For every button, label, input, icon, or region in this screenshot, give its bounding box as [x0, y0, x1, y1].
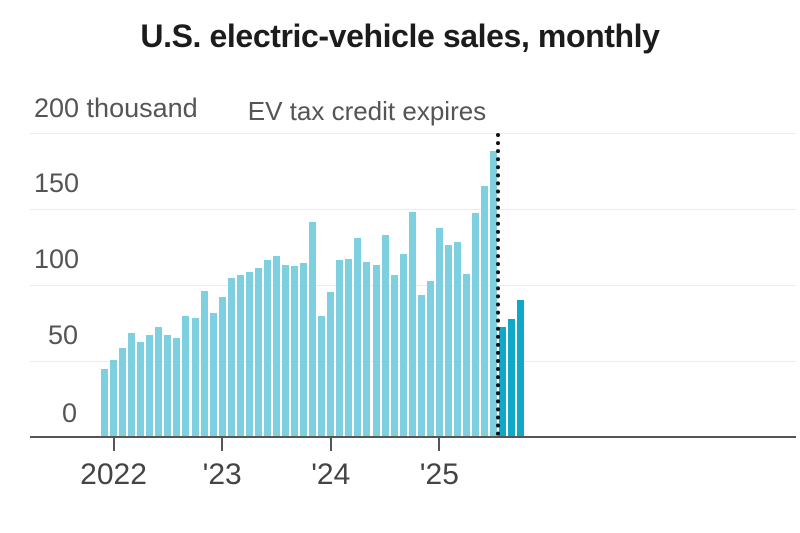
- bar: [508, 319, 516, 436]
- y-axis-label-100: 100: [34, 244, 80, 274]
- x-tick-2025: [438, 437, 441, 451]
- bar: [499, 326, 507, 436]
- x-tick-2024: [329, 437, 332, 451]
- bar: [481, 186, 489, 436]
- page-title: U.S. electric-vehicle sales, monthly: [140, 18, 660, 54]
- bar: [472, 213, 480, 436]
- bar: [182, 316, 190, 436]
- bar: [354, 237, 362, 436]
- bar: [517, 299, 525, 436]
- ev-tax-credit-expiry-line: [496, 133, 501, 436]
- x-axis-label-2024: '24: [311, 458, 351, 491]
- x-tick-2022: [112, 437, 115, 451]
- bar: [444, 245, 452, 436]
- gridline-150: [30, 209, 796, 210]
- bar: [155, 326, 163, 436]
- bar: [291, 266, 299, 436]
- bar: [200, 290, 208, 436]
- bar: [327, 292, 335, 436]
- bar: [236, 275, 244, 436]
- ev-tax-credit-expiry-label: EV tax credit expires: [247, 96, 487, 126]
- bar: [399, 254, 407, 436]
- bar: [227, 278, 235, 436]
- bar: [137, 342, 145, 436]
- bar: [245, 272, 253, 436]
- bar: [417, 295, 425, 436]
- bar: [254, 267, 262, 436]
- bar: [272, 255, 280, 436]
- bar: [381, 234, 389, 436]
- bar: [426, 281, 434, 436]
- bar: [101, 369, 108, 436]
- bar: [435, 228, 443, 436]
- bar: [263, 260, 271, 436]
- bar: [173, 337, 181, 436]
- bar: [128, 332, 136, 436]
- gridline-200: [30, 133, 796, 134]
- y-axis-label-50: 50: [48, 320, 79, 350]
- bar: [218, 296, 226, 436]
- bar: [490, 151, 498, 436]
- bar: [453, 242, 461, 436]
- bar: [463, 273, 470, 436]
- bar: [372, 264, 380, 436]
- bar: [164, 334, 172, 436]
- bar: [336, 260, 344, 436]
- bar: [209, 313, 217, 436]
- x-axis-label-2023: '23: [202, 458, 242, 491]
- bar: [300, 263, 308, 436]
- bar: [390, 275, 398, 436]
- bar: [110, 360, 118, 436]
- bar: [345, 258, 353, 436]
- bar: [282, 264, 289, 436]
- x-axis-line: [30, 436, 796, 438]
- bar: [119, 348, 127, 436]
- x-tick-2023: [221, 437, 224, 451]
- bar: [309, 222, 317, 436]
- bar: [363, 261, 371, 436]
- y-axis-label-0: 0: [62, 398, 78, 428]
- bar: [318, 316, 326, 436]
- y-axis-label-200: 200 thousand: [34, 93, 198, 123]
- x-axis-label-2025: '25: [419, 458, 459, 491]
- x-axis-label-2022: 2022: [80, 458, 147, 491]
- bar: [146, 334, 154, 436]
- y-axis-label-150: 150: [34, 168, 80, 198]
- bar: [191, 317, 199, 436]
- bar: [408, 211, 416, 436]
